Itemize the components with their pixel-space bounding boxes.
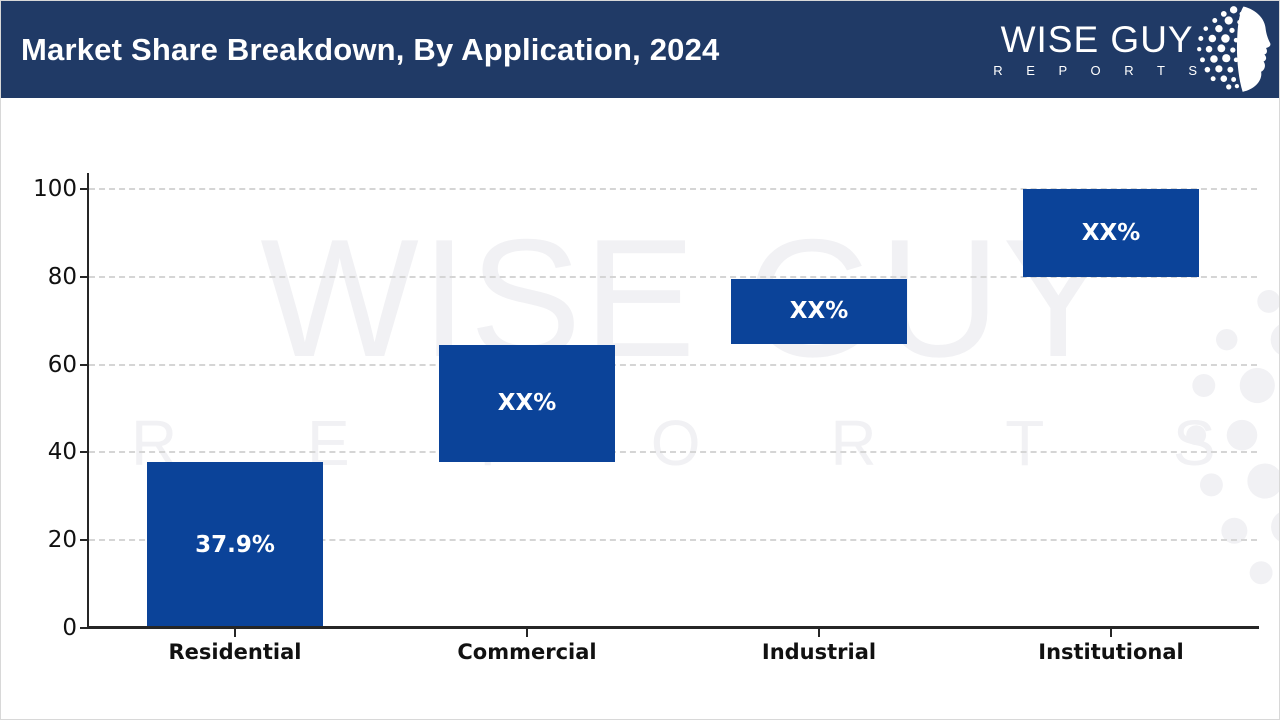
x-category-label-commercial: Commercial [457, 640, 597, 664]
x-axis-line [87, 626, 1259, 629]
y-tick-label-80: 80 [47, 263, 77, 290]
y-tick-label-40: 40 [47, 439, 77, 466]
header-bar: Market Share Breakdown, By Application, … [1, 1, 1279, 98]
bar-institutional: XX% [1023, 189, 1199, 277]
y-tick-label-60: 60 [47, 351, 77, 378]
y-tick-label-20: 20 [47, 527, 77, 554]
wise-guy-logo: WISE GUY R E P O R T S [987, 4, 1273, 96]
bar-value-label: 37.9% [195, 531, 275, 558]
watermark-dotted-head-icon [1154, 225, 1280, 653]
x-tick-mark-residential [234, 628, 236, 637]
bar-commercial: XX% [439, 344, 615, 462]
y-tick-mark-0 [80, 627, 89, 629]
y-tick-mark-20 [80, 539, 89, 542]
bar-industrial: XX% [731, 278, 907, 344]
logo-subtext: R E P O R T S [993, 62, 1207, 78]
x-tick-mark-institutional [1110, 628, 1112, 637]
y-tick-mark-60 [80, 363, 89, 366]
gridline-20 [89, 539, 1257, 542]
y-tick-label-100: 100 [33, 176, 77, 202]
bar-value-label: XX% [497, 390, 557, 417]
logo-wordmark: WISE GUY R E P O R T S [987, 19, 1207, 78]
x-tick-mark-commercial [526, 628, 528, 637]
y-tick-mark-80 [80, 275, 89, 278]
x-category-label-institutional: Institutional [1038, 640, 1184, 664]
bar-value-label: XX% [1081, 219, 1141, 246]
x-category-label-residential: Residential [168, 640, 302, 664]
gridline-80 [89, 275, 1257, 278]
y-tick-mark-40 [80, 451, 89, 454]
y-tick-label-0: 0 [62, 615, 77, 641]
gridline-100 [89, 188, 1257, 190]
x-category-label-industrial: Industrial [761, 640, 877, 664]
page-title: Market Share Breakdown, By Application, … [21, 31, 720, 67]
y-tick-mark-100 [80, 188, 89, 190]
gridline-60 [89, 363, 1257, 366]
x-tick-mark-industrial [818, 628, 820, 637]
gridline-40 [89, 451, 1257, 454]
bar-residential: 37.9% [147, 461, 323, 628]
logo-word: WISE GUY [1000, 19, 1194, 61]
y-axis-line [87, 173, 89, 628]
bar-value-label: XX% [789, 298, 849, 325]
